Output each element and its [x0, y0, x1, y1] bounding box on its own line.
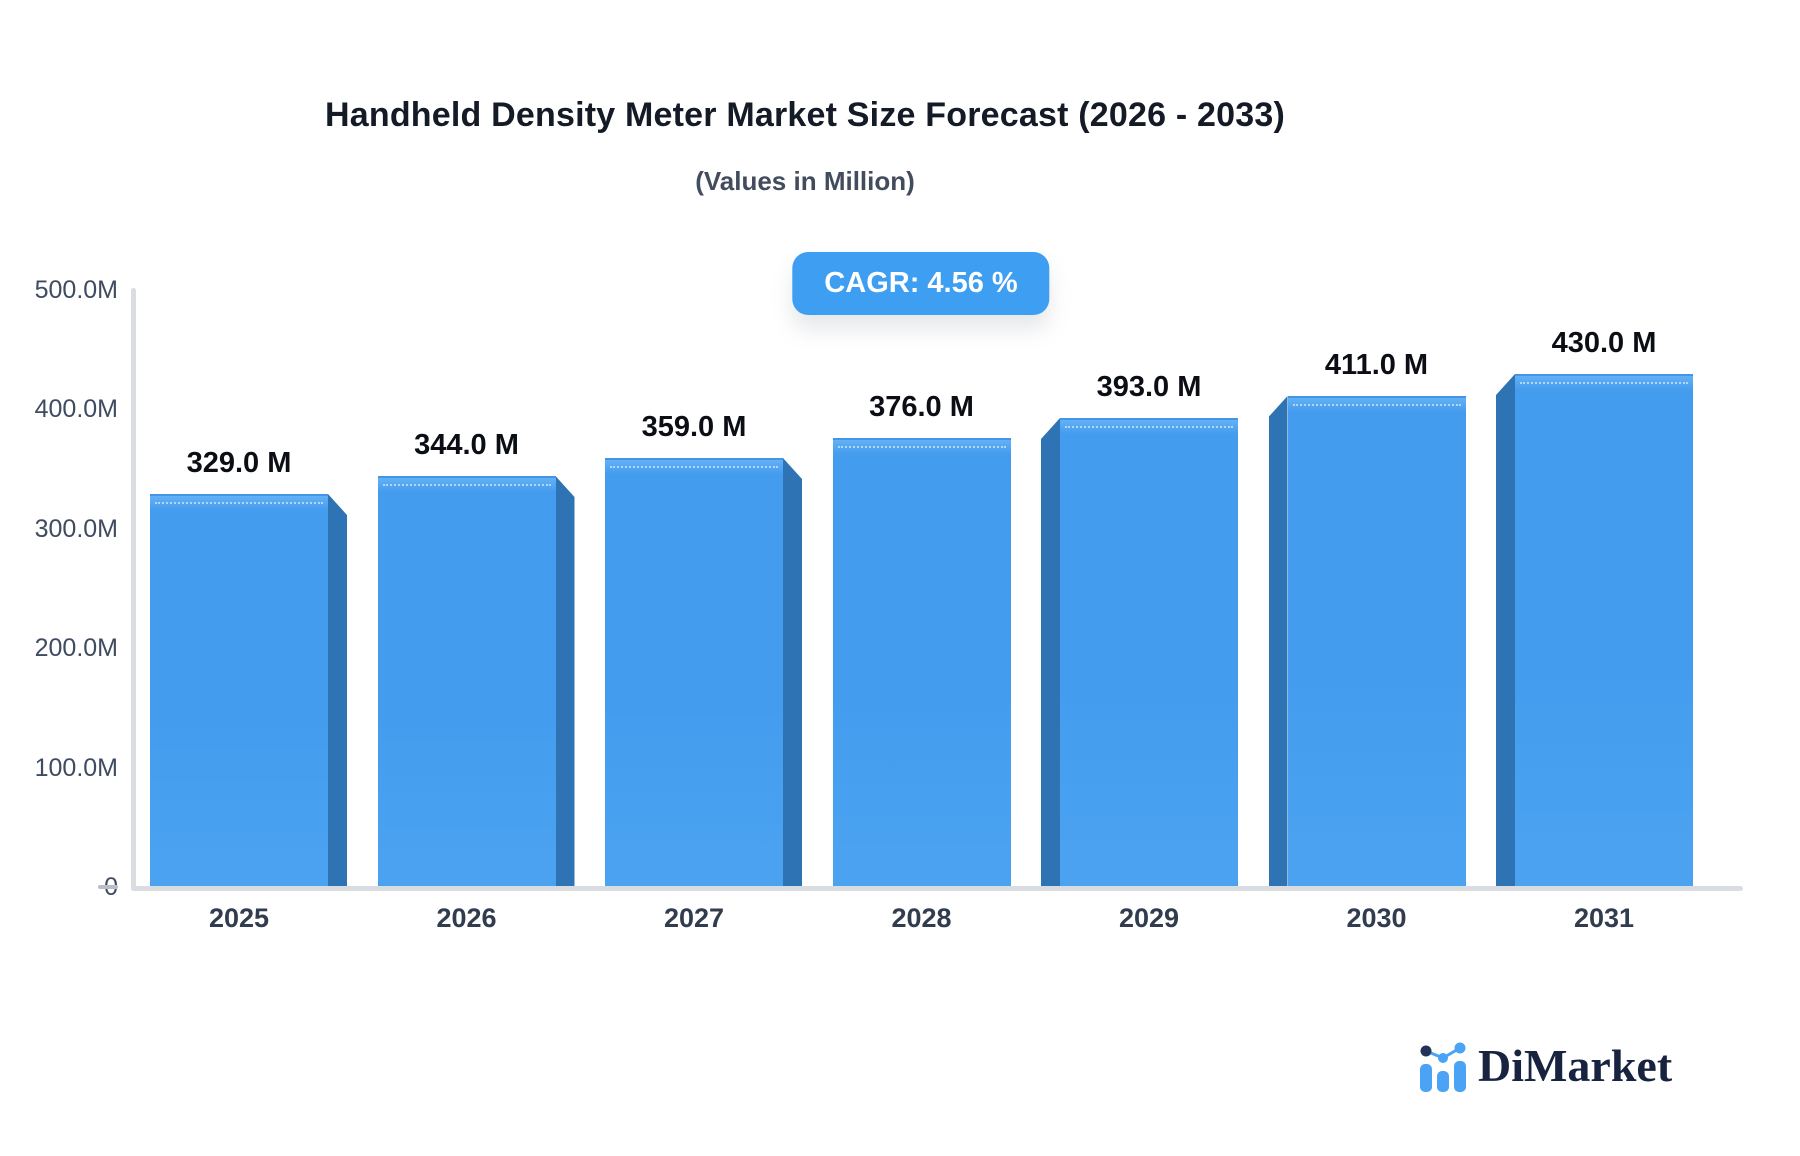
zero-tick-dash — [98, 885, 118, 889]
x-axis-label-2028: 2028 — [891, 903, 952, 933]
x-axis-label-2031: 2031 — [1573, 903, 1635, 933]
bar-2029 — [1060, 418, 1238, 891]
bar-2028 — [832, 438, 1011, 891]
x-axis-baseline — [131, 886, 1743, 891]
bar-value-label: 329.0 M — [186, 447, 292, 479]
y-tick-label: 200.0M — [34, 634, 118, 663]
bar-side-face — [328, 494, 347, 889]
bar-value-label: 430.0 M — [1551, 327, 1657, 359]
bar-side-face — [1496, 374, 1515, 889]
bar-value-label: 393.0 M — [1096, 371, 1202, 403]
bar-value-label: 411.0 M — [1324, 349, 1429, 381]
x-axis-label-2027: 2027 — [663, 903, 725, 933]
bar-2026 — [377, 476, 556, 891]
y-tick-label: 300.0M — [34, 514, 118, 543]
brand-logo-text: DiMarket — [1478, 1040, 1673, 1091]
bar-value-label: 376.0 M — [869, 391, 974, 423]
y-tick-label: 500.0M — [34, 276, 118, 304]
bar-side-face — [555, 476, 575, 889]
y-axis-line — [131, 288, 136, 889]
bar-side-face — [1041, 418, 1060, 889]
x-axis-label-2025: 2025 — [208, 903, 270, 933]
brand-logo: DiMarket — [1419, 1040, 1672, 1092]
bar-value-label: 344.0 M — [414, 429, 519, 461]
chart-subtitle: (Values in Million) — [695, 166, 915, 196]
bar-value-label: 359.0 M — [641, 411, 747, 443]
x-axis-label-2026: 2026 — [436, 903, 497, 933]
bar-2025 — [150, 494, 328, 891]
x-axis-label-2029: 2029 — [1118, 903, 1180, 933]
x-axis-label-2030: 2030 — [1346, 903, 1407, 933]
bar-2031 — [1515, 374, 1693, 891]
bar-chart-logo-icon — [1419, 1040, 1467, 1092]
y-tick-label: 100.0M — [34, 753, 118, 782]
bar-side-face — [783, 458, 802, 889]
cagr-badge: CAGR: 4.56 % — [792, 252, 1050, 315]
y-tick-label: 400.0M — [34, 395, 118, 424]
bar-side-face — [1268, 396, 1288, 889]
bar-2030 — [1287, 396, 1466, 891]
bar-2027 — [605, 458, 783, 891]
chart-title: Handheld Density Meter Market Size Forec… — [325, 96, 1285, 134]
